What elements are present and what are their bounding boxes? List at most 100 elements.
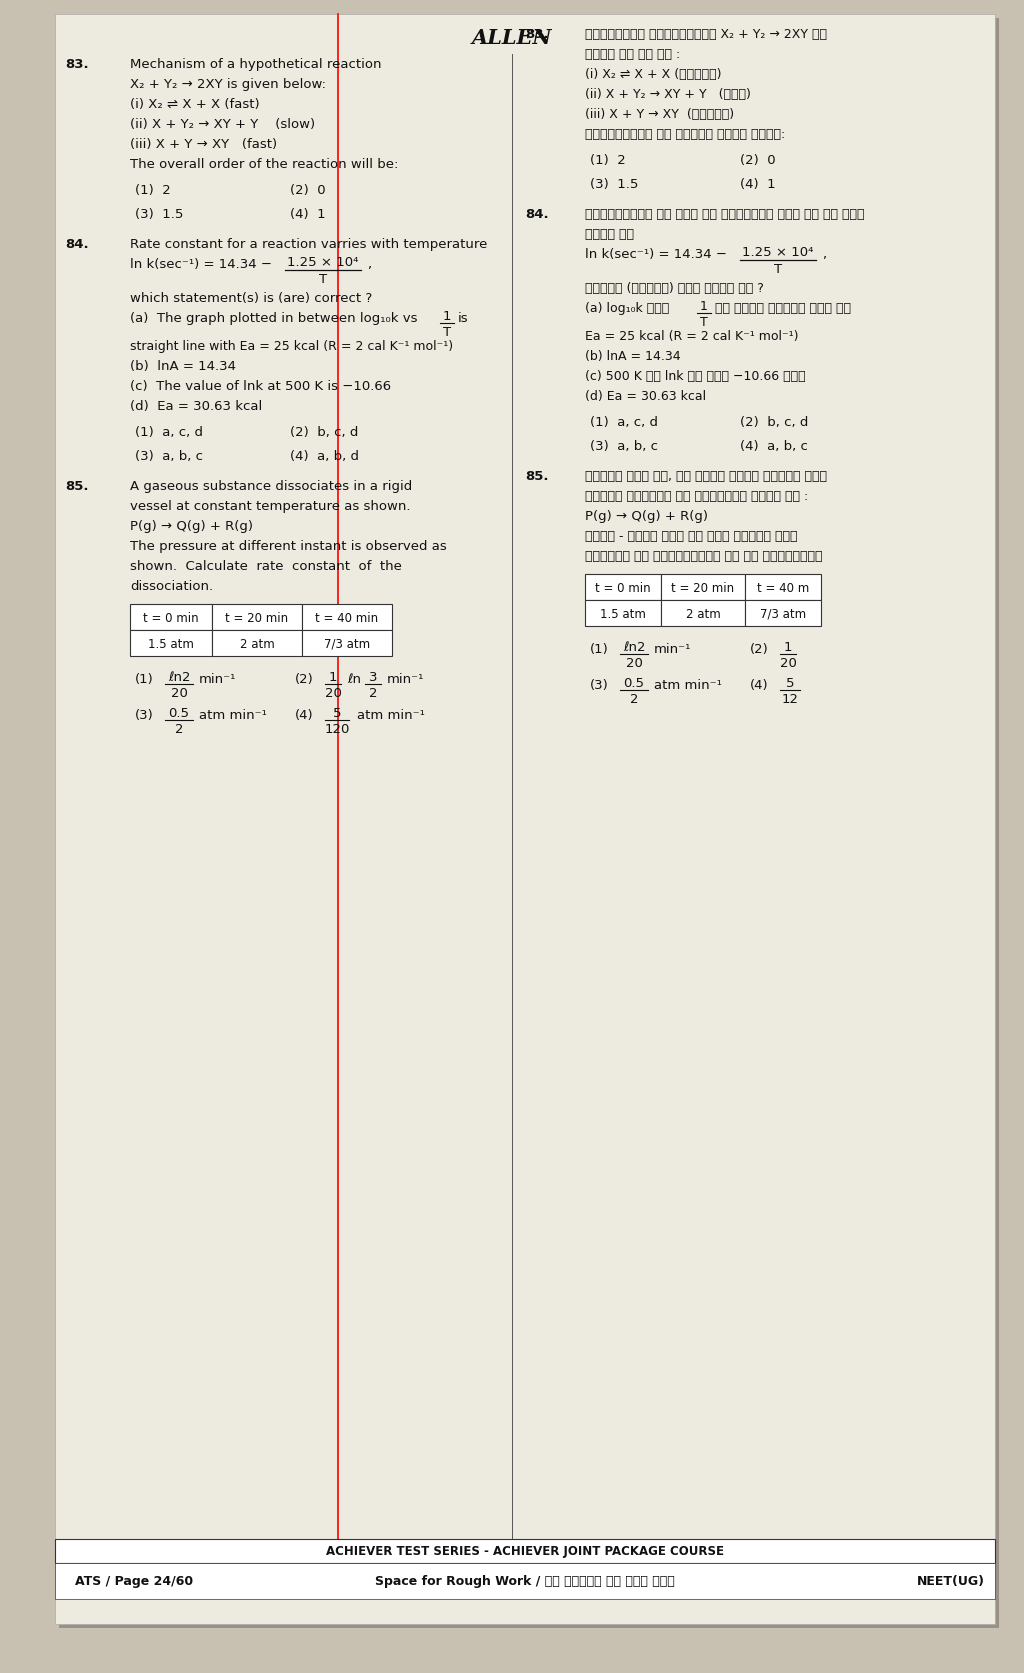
Text: 1: 1 xyxy=(329,671,337,684)
Text: 20: 20 xyxy=(171,686,187,699)
Text: (3)  a, b, c: (3) a, b, c xyxy=(135,450,203,463)
Text: dissociation.: dissociation. xyxy=(130,579,213,592)
Text: ALLEN: ALLEN xyxy=(472,28,552,49)
Text: (1): (1) xyxy=(590,642,608,656)
Text: Rate constant for a reaction varries with temperature: Rate constant for a reaction varries wit… xyxy=(130,238,487,251)
Text: 2 atm: 2 atm xyxy=(240,637,274,651)
Text: min⁻¹: min⁻¹ xyxy=(654,642,691,656)
Text: ℓn: ℓn xyxy=(347,673,361,686)
Text: 2: 2 xyxy=(369,686,377,699)
Text: (a) log₁₀k तथा: (a) log₁₀k तथा xyxy=(585,301,670,315)
Text: (4)  1: (4) 1 xyxy=(290,207,326,221)
Text: The pressure at different instant is observed as: The pressure at different instant is obs… xyxy=(130,540,446,552)
Text: (4)  a, b, c: (4) a, b, c xyxy=(740,440,808,453)
Text: (b)  lnA = 14.34: (b) lnA = 14.34 xyxy=(130,360,236,373)
Text: 1: 1 xyxy=(442,310,452,323)
Text: ACHIEVER TEST SERIES - ACHIEVER JOINT PACKAGE COURSE: ACHIEVER TEST SERIES - ACHIEVER JOINT PA… xyxy=(326,1544,724,1558)
Text: (c)  The value of lnk at 500 K is −10.66: (c) The value of lnk at 500 K is −10.66 xyxy=(130,380,391,393)
Bar xyxy=(745,574,821,601)
Text: NEET(UG): NEET(UG) xyxy=(918,1574,985,1588)
Text: 7/3 atm: 7/3 atm xyxy=(760,607,806,621)
Text: X₂ + Y₂ → 2XY is given below:: X₂ + Y₂ → 2XY is given below: xyxy=(130,79,326,90)
Text: atm min⁻¹: atm min⁻¹ xyxy=(199,709,267,721)
Text: which statement(s) is (are) correct ?: which statement(s) is (are) correct ? xyxy=(130,291,373,304)
Text: 85.: 85. xyxy=(65,480,88,494)
Text: 20: 20 xyxy=(626,656,642,669)
Text: 20: 20 xyxy=(325,686,341,699)
Text: 20: 20 xyxy=(779,656,797,669)
Text: (4): (4) xyxy=(295,709,313,721)
Text: ℓn2: ℓn2 xyxy=(623,641,645,654)
Text: 83.: 83. xyxy=(65,59,89,70)
Text: vessel at constant temperature as shown.: vessel at constant temperature as shown. xyxy=(130,500,411,512)
Text: Ea = 25 kcal (R = 2 cal K⁻¹ mol⁻¹): Ea = 25 kcal (R = 2 cal K⁻¹ mol⁻¹) xyxy=(585,330,799,343)
Text: ,: , xyxy=(367,258,371,271)
Text: (iii) X + Y → XY  (तीव्र): (iii) X + Y → XY (तीव्र) xyxy=(585,109,734,120)
Text: atm min⁻¹: atm min⁻¹ xyxy=(654,679,722,691)
Text: (2): (2) xyxy=(295,673,313,686)
Text: (2)  b, c, d: (2) b, c, d xyxy=(290,425,358,438)
Text: (c) 500 K पर lnk का मान −10.66 है।: (c) 500 K पर lnk का मान −10.66 है। xyxy=(585,370,806,383)
Text: (1): (1) xyxy=(135,673,154,686)
Text: shown.  Calculate  rate  constant  of  the: shown. Calculate rate constant of the xyxy=(130,560,401,572)
Text: 1.25 × 10⁴: 1.25 × 10⁴ xyxy=(742,246,814,259)
Text: (ii) X + Y₂ → XY + Y    (slow): (ii) X + Y₂ → XY + Y (slow) xyxy=(130,117,315,130)
Text: T: T xyxy=(443,326,451,340)
Text: (2)  0: (2) 0 xyxy=(290,184,326,197)
Text: min⁻¹: min⁻¹ xyxy=(387,673,424,686)
Text: नीचे दी गई है :: नीचे दी गई है : xyxy=(585,49,680,60)
Text: 83.: 83. xyxy=(525,28,549,40)
Text: (4)  1: (4) 1 xyxy=(740,177,775,191)
Text: (i) X₂ ⇌ X + X (तीव्र): (i) X₂ ⇌ X + X (तीव्र) xyxy=(585,69,722,80)
Text: (d)  Ea = 30.63 kcal: (d) Ea = 30.63 kcal xyxy=(130,400,262,413)
Text: (ii) X + Y₂ → XY + Y   (मंद): (ii) X + Y₂ → XY + Y (मंद) xyxy=(585,89,751,100)
Text: t = 20 min: t = 20 min xyxy=(672,581,734,594)
Text: (d) Ea = 30.63 kcal: (d) Ea = 30.63 kcal xyxy=(585,390,707,403)
Text: ,: , xyxy=(822,248,826,261)
Text: Mechanism of a hypothetical reaction: Mechanism of a hypothetical reaction xyxy=(130,59,382,70)
Text: T: T xyxy=(700,316,708,330)
Text: काल्पनिक अभिक्रिया X₂ + Y₂ → 2XY की: काल्पनिक अभिक्रिया X₂ + Y₂ → 2XY की xyxy=(585,28,827,40)
Text: (1)  2: (1) 2 xyxy=(135,184,171,197)
Bar xyxy=(130,604,212,631)
Bar xyxy=(212,631,302,656)
Bar xyxy=(662,574,745,601)
Text: 2: 2 xyxy=(630,693,638,706)
Text: (3)  1.5: (3) 1.5 xyxy=(135,207,183,221)
Text: कौनसा (कौनसे) कथन सत्य है ?: कौनसा (कौनसे) कथन सत्य है ? xyxy=(585,281,764,294)
Text: (3)  a, b, c: (3) a, b, c xyxy=(590,440,658,453)
Text: 7/3 atm: 7/3 atm xyxy=(324,637,370,651)
Text: (4): (4) xyxy=(750,679,769,691)
Bar xyxy=(55,1539,995,1563)
Text: (4)  a, b, d: (4) a, b, d xyxy=(290,450,359,463)
Text: अभिक्रिया की समग्र कोटि होगी:: अभिक्रिया की समग्र कोटि होगी: xyxy=(585,127,785,141)
Text: P(g) → Q(g) + R(g): P(g) → Q(g) + R(g) xyxy=(130,520,253,532)
Text: P(g) → Q(g) + R(g): P(g) → Q(g) + R(g) xyxy=(585,510,708,522)
Text: (3): (3) xyxy=(590,679,608,691)
Text: T: T xyxy=(774,263,782,276)
Bar xyxy=(212,604,302,631)
Text: पृथक - पृथक समय पर दाब सारणी में: पृथक - पृथक समय पर दाब सारणी में xyxy=(585,530,798,542)
Text: 120: 120 xyxy=(325,723,349,736)
Text: 3: 3 xyxy=(369,671,377,684)
Text: (1)  2: (1) 2 xyxy=(590,154,626,167)
Text: (b) lnA = 14.34: (b) lnA = 14.34 xyxy=(585,350,681,363)
Text: (3)  1.5: (3) 1.5 xyxy=(590,177,638,191)
Text: t = 0 min: t = 0 min xyxy=(595,581,651,594)
Text: atm min⁻¹: atm min⁻¹ xyxy=(357,709,425,721)
Text: होता है: होता है xyxy=(585,228,634,241)
Text: (2): (2) xyxy=(750,642,769,656)
Bar xyxy=(662,601,745,627)
Text: (3): (3) xyxy=(135,709,154,721)
Text: T: T xyxy=(318,273,327,286)
Text: (a)  The graph plotted in between log₁₀k vs: (a) The graph plotted in between log₁₀k … xyxy=(130,311,418,325)
Text: (1)  a, c, d: (1) a, c, d xyxy=(590,417,658,428)
Text: t = 20 min: t = 20 min xyxy=(225,611,289,624)
Text: 5: 5 xyxy=(785,676,795,689)
Text: स्थिर ताप पर, एक कठोर बन्द पात्र में: स्थिर ताप पर, एक कठोर बन्द पात्र में xyxy=(585,470,827,483)
Text: min⁻¹: min⁻¹ xyxy=(199,673,237,686)
Text: Space for Rough Work / रफ कार्य के लिए जगह: Space for Rough Work / रफ कार्य के लिए ज… xyxy=(375,1574,675,1588)
Text: t = 40 min: t = 40 min xyxy=(315,611,379,624)
Text: (iii) X + Y → XY   (fast): (iii) X + Y → XY (fast) xyxy=(130,137,278,151)
Bar xyxy=(585,601,662,627)
